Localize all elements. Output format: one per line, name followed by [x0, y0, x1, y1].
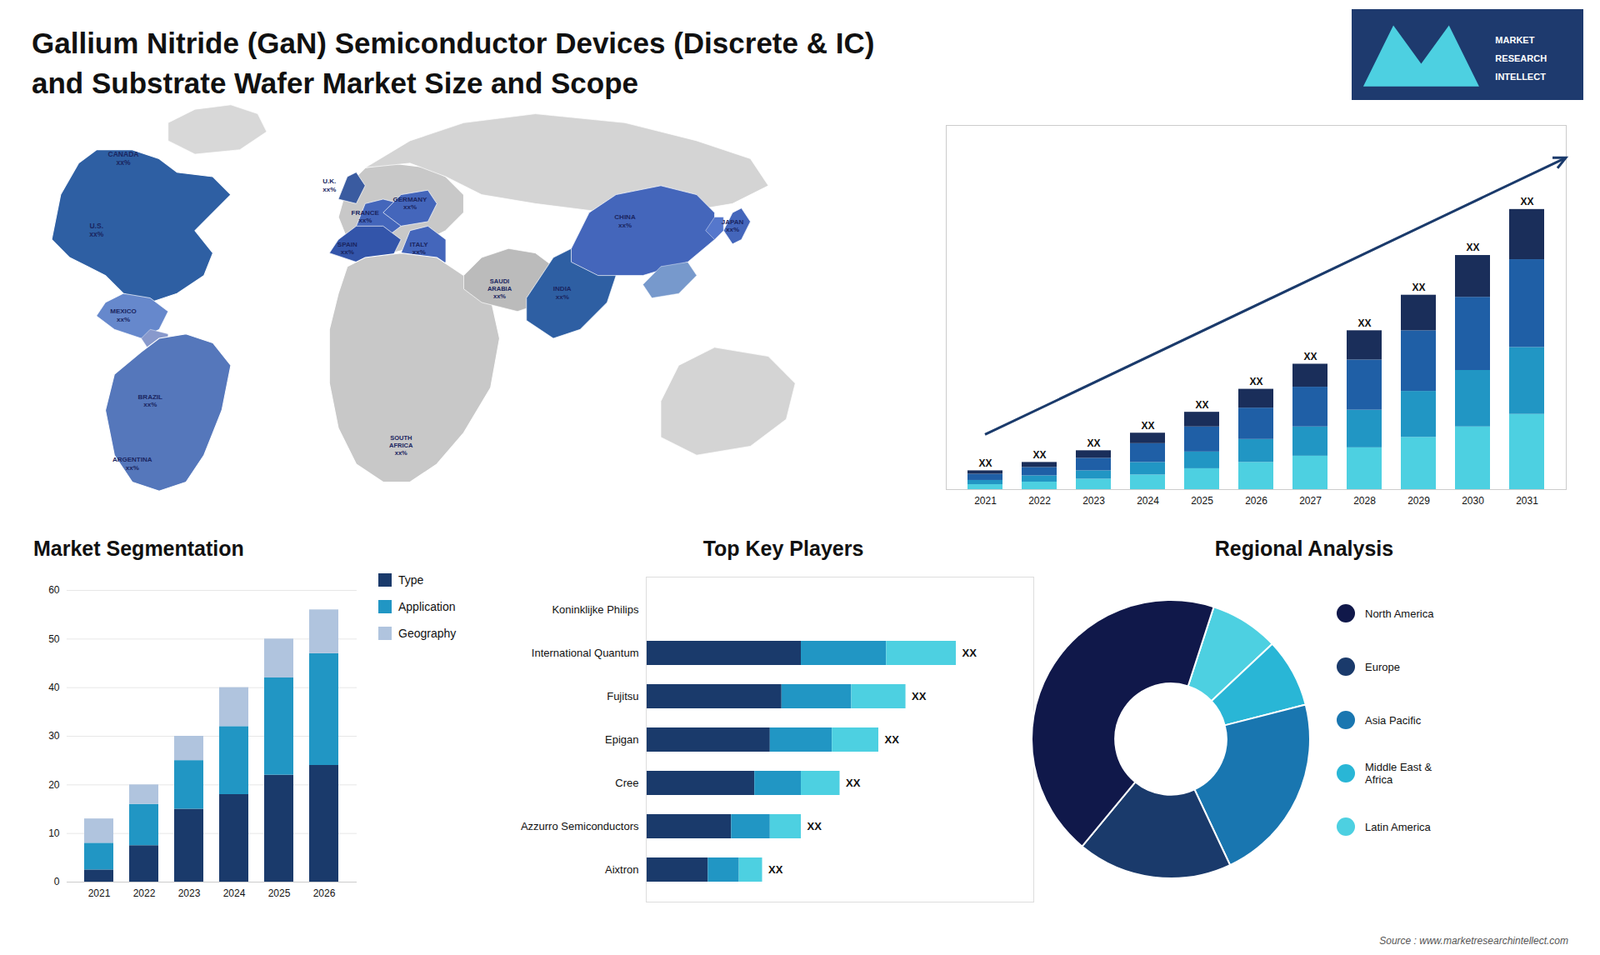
- svg-text:2030: 2030: [1461, 495, 1485, 507]
- html-text:Middle East & Africa: Middle East & Africa: [1365, 760, 1432, 786]
- html-text:Gallium Nitride (GaN) Semicond: Gallium Nitride (GaN) Semiconductor Devi…: [31, 26, 875, 100]
- svg-text:40: 40: [48, 681, 60, 694]
- svg-text:XX: XX: [978, 457, 992, 470]
- svg-text:10: 10: [48, 827, 60, 840]
- svg-text:SAUDIARABIAxx%: SAUDIARABIAxx%: [487, 277, 513, 300]
- svg-text:Aixtron: Aixtron: [605, 863, 639, 876]
- svg-text:Cree: Cree: [615, 776, 639, 790]
- svg-text:50: 50: [48, 633, 60, 645]
- svg-text:International Quantum: International Quantum: [531, 646, 640, 660]
- svg-text:20: 20: [48, 779, 60, 791]
- svg-text:GERMANYxx%: GERMANYxx%: [393, 195, 429, 212]
- svg-text:2028: 2028: [1353, 495, 1376, 507]
- svg-text:CHINAxx%: CHINAxx%: [614, 213, 636, 230]
- svg-text:2025: 2025: [1190, 495, 1214, 507]
- svg-text:INTELLECT: INTELLECT: [1495, 71, 1546, 82]
- svg-text:2031: 2031: [1515, 495, 1539, 507]
- svg-text:XX: XX: [1411, 281, 1425, 294]
- svg-text:XX: XX: [885, 733, 900, 746]
- svg-text:SOUTHAFRICAxx%: SOUTHAFRICAxx%: [389, 434, 414, 457]
- html-text:Top Key Players: Top Key Players: [703, 536, 864, 560]
- svg-text:Koninklijke Philips: Koninklijke Philips: [551, 603, 640, 616]
- html-text:Source : www.marketresearchint: Source : www.marketresearchintellect.com: [1379, 935, 1569, 947]
- svg-text:30: 30: [48, 730, 60, 742]
- svg-text:MARKET: MARKET: [1495, 35, 1535, 45]
- svg-text:2021: 2021: [974, 495, 997, 507]
- html-text:North America: North America: [1365, 607, 1434, 620]
- svg-text:INDIAxx%: INDIAxx%: [553, 285, 572, 301]
- html-text:Type: Type: [398, 573, 424, 587]
- html-text:Geography: Geography: [398, 626, 457, 640]
- svg-text:2026: 2026: [1245, 495, 1268, 507]
- svg-text:2023: 2023: [178, 887, 201, 900]
- svg-text:U.S.xx%: U.S.xx%: [89, 221, 104, 239]
- svg-text:2029: 2029: [1407, 495, 1430, 507]
- svg-text:BRAZILxx%: BRAZILxx%: [138, 393, 163, 410]
- svg-text:XX: XX: [1032, 449, 1046, 461]
- svg-text:Fujitsu: Fujitsu: [606, 690, 639, 703]
- svg-text:ITALYxx%: ITALYxx%: [410, 240, 429, 257]
- svg-text:XX: XX: [1303, 350, 1317, 363]
- svg-text:2026: 2026: [313, 887, 336, 900]
- svg-text:XX: XX: [1086, 437, 1100, 450]
- svg-text:XX: XX: [1249, 375, 1263, 388]
- svg-text:XX: XX: [1195, 399, 1209, 411]
- svg-text:XX: XX: [807, 820, 823, 833]
- svg-text:SPAINxx%: SPAINxx%: [337, 240, 358, 257]
- svg-text:U.K.xx%: U.K.xx%: [322, 177, 336, 194]
- svg-text:ARGENTINAxx%: ARGENTINAxx%: [112, 455, 153, 472]
- svg-text:2024: 2024: [1136, 495, 1160, 507]
- svg-text:0: 0: [54, 875, 60, 888]
- svg-text:XX: XX: [962, 646, 978, 660]
- svg-text:2025: 2025: [268, 887, 291, 900]
- svg-text:2024: 2024: [223, 887, 246, 900]
- html-text:Regional Analysis: Regional Analysis: [1214, 536, 1394, 560]
- html-text:Asia Pacific: Asia Pacific: [1365, 713, 1421, 727]
- svg-text:2021: 2021: [88, 887, 111, 900]
- svg-text:XX: XX: [1465, 241, 1480, 254]
- svg-text:JAPANxx%: JAPANxx%: [721, 218, 745, 235]
- svg-text:2027: 2027: [1299, 495, 1322, 507]
- svg-text:XX: XX: [845, 776, 861, 790]
- svg-text:XX: XX: [1140, 420, 1155, 432]
- svg-text:CANADAxx%: CANADAxx%: [108, 150, 140, 167]
- svg-text:60: 60: [48, 584, 60, 596]
- html-text:Europe: Europe: [1365, 660, 1400, 673]
- svg-text:2022: 2022: [1028, 495, 1051, 507]
- html-text:Market Segmentation: Market Segmentation: [33, 536, 244, 560]
- svg-text:XX: XX: [768, 863, 784, 876]
- svg-text:MEXICOxx%: MEXICOxx%: [110, 307, 137, 324]
- svg-text:2023: 2023: [1082, 495, 1105, 507]
- svg-text:Azzurro Semiconductors: Azzurro Semiconductors: [520, 820, 640, 833]
- svg-text:RESEARCH: RESEARCH: [1495, 53, 1547, 64]
- svg-text:Epigan: Epigan: [605, 733, 639, 746]
- svg-text:FRANCExx%: FRANCExx%: [351, 209, 380, 225]
- svg-text:XX: XX: [911, 690, 927, 703]
- svg-text:2022: 2022: [133, 887, 156, 900]
- html-text:Latin America: Latin America: [1365, 820, 1431, 833]
- html-text:Application: Application: [398, 600, 456, 614]
- svg-text:XX: XX: [1520, 195, 1534, 208]
- svg-text:XX: XX: [1357, 317, 1371, 330]
